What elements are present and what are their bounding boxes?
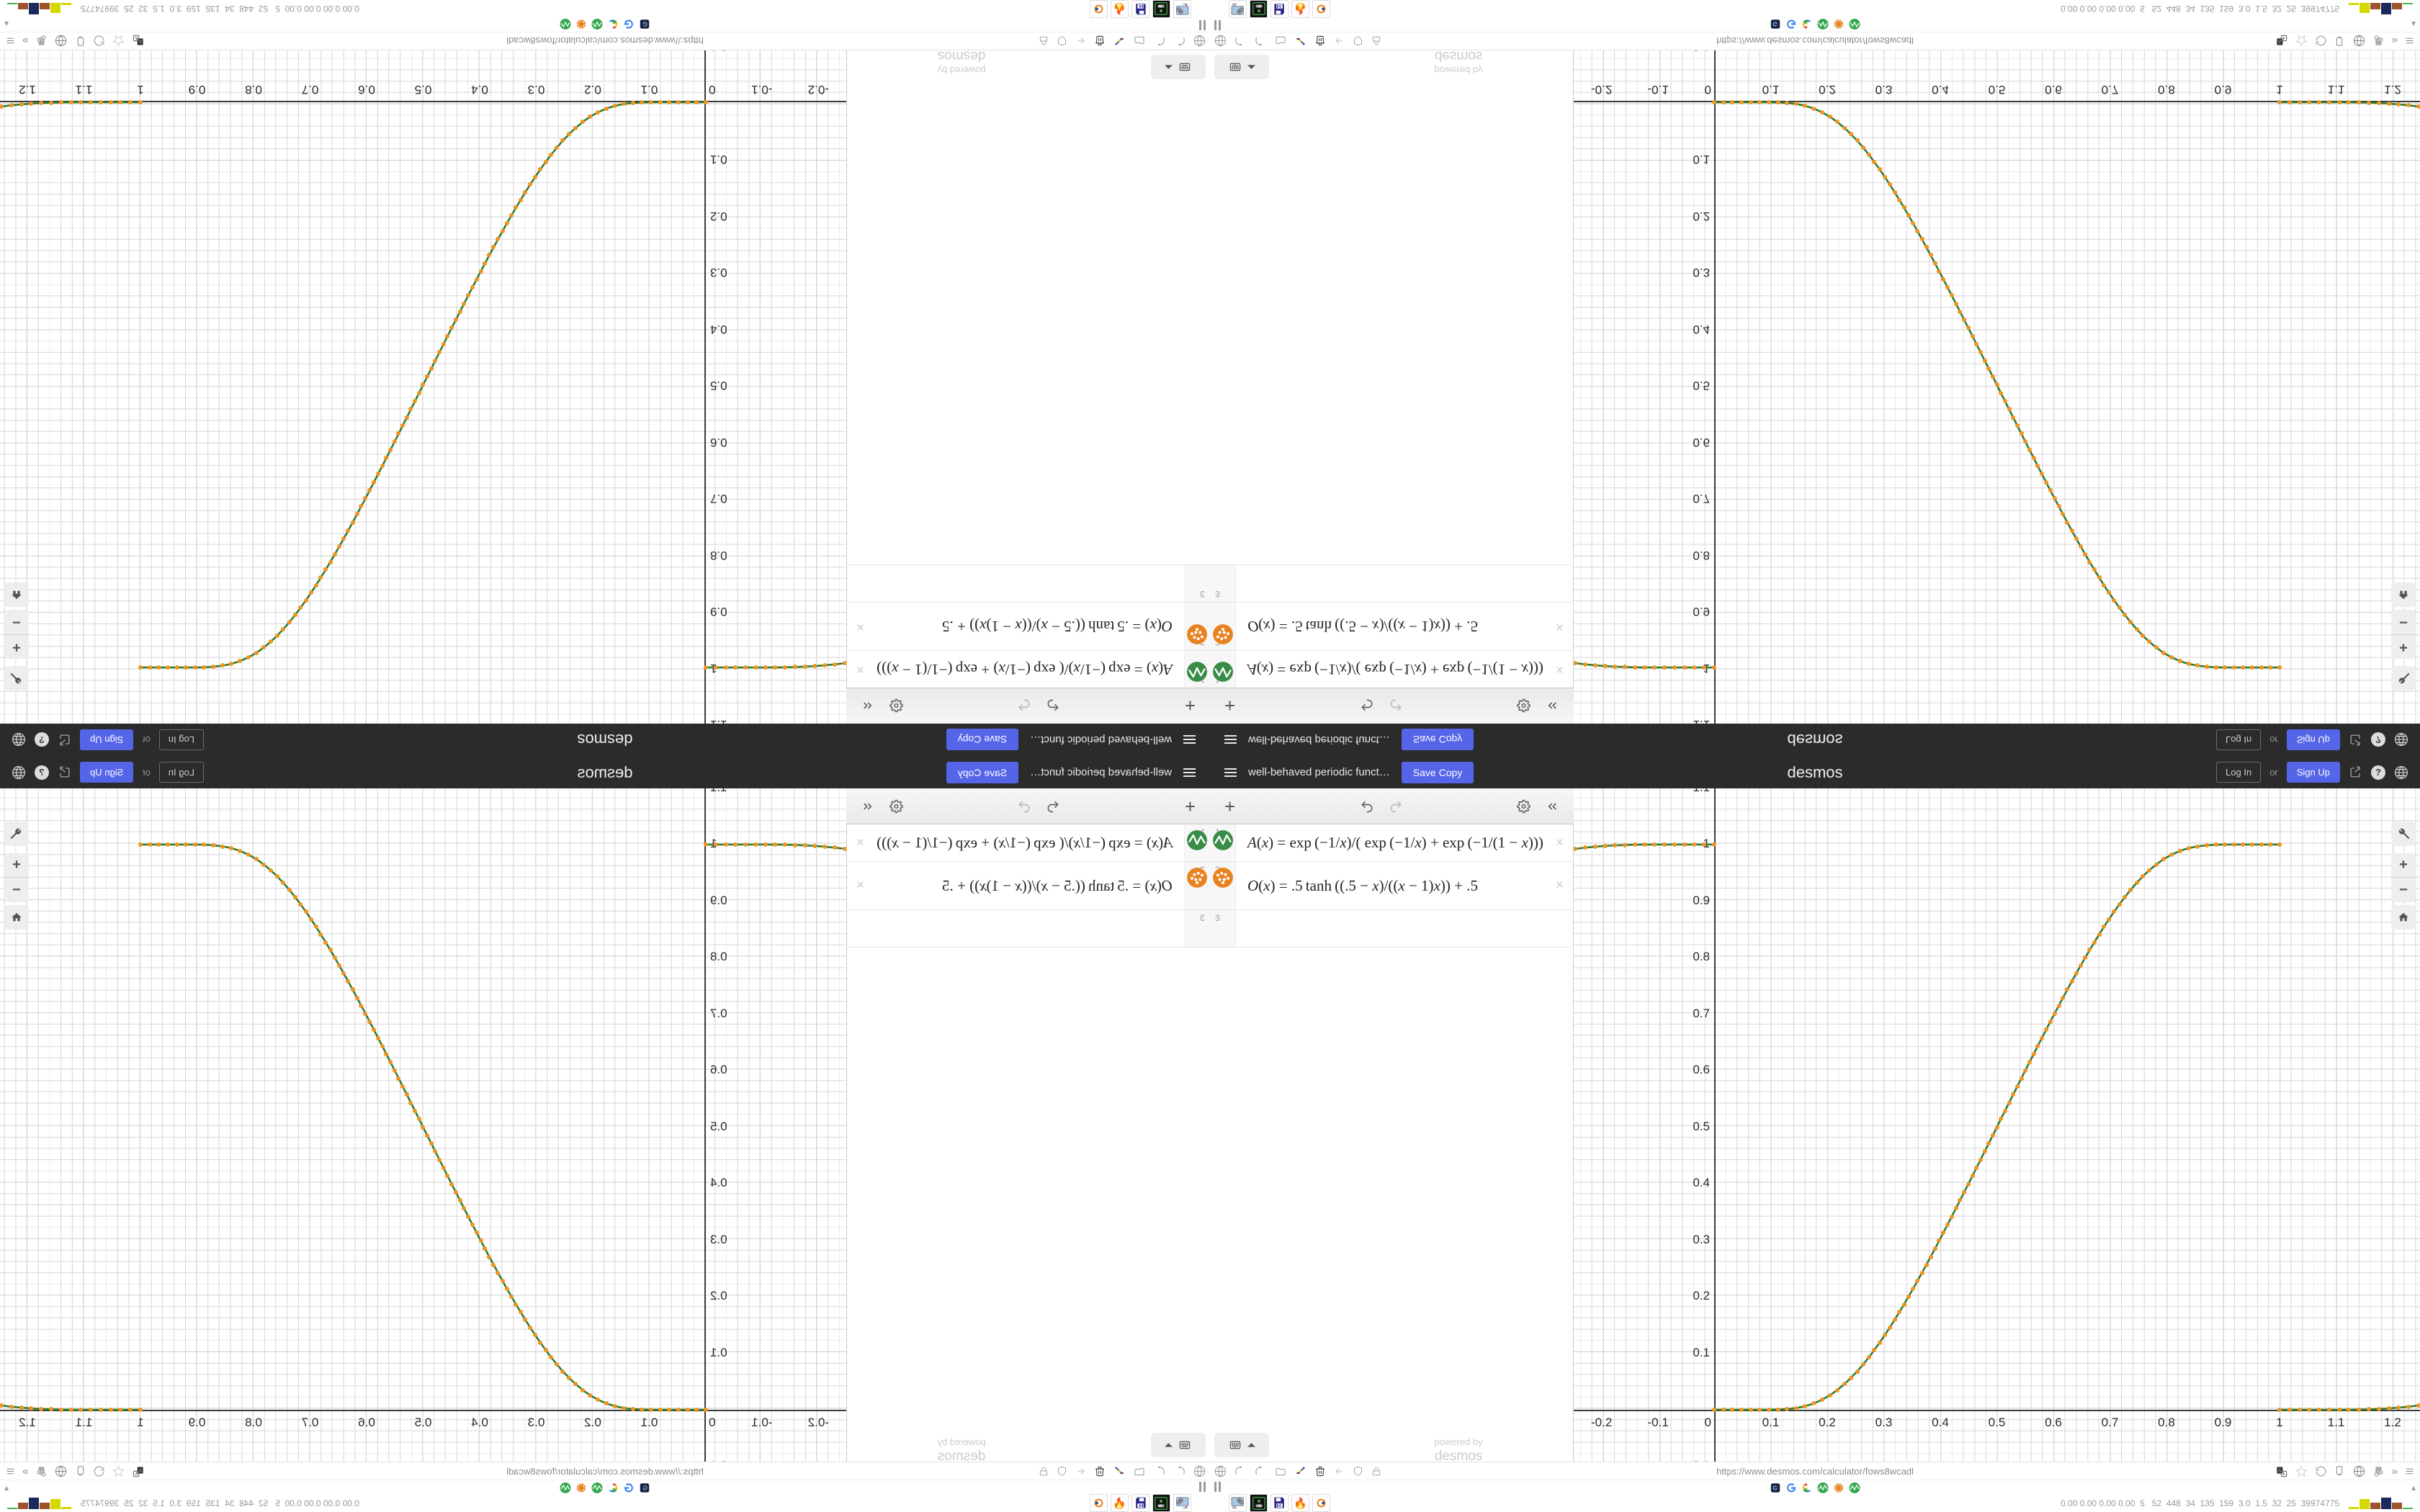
svg-text:A: A [2278,1469,2281,1473]
svg-text:64: 64 [1277,4,1281,8]
svg-text:G: G [642,1485,647,1492]
svg-text:G: G [1773,1485,1777,1492]
svg-text:G: G [1773,20,1777,27]
svg-text:64: 64 [1277,1504,1281,1508]
svg-text:A: A [139,1469,142,1473]
svg-text:A: A [139,39,142,43]
svg-text:G: G [642,20,647,27]
svg-text:A: A [2278,39,2281,43]
svg-text:64: 64 [1139,1504,1143,1508]
svg-text:64: 64 [1139,4,1143,8]
